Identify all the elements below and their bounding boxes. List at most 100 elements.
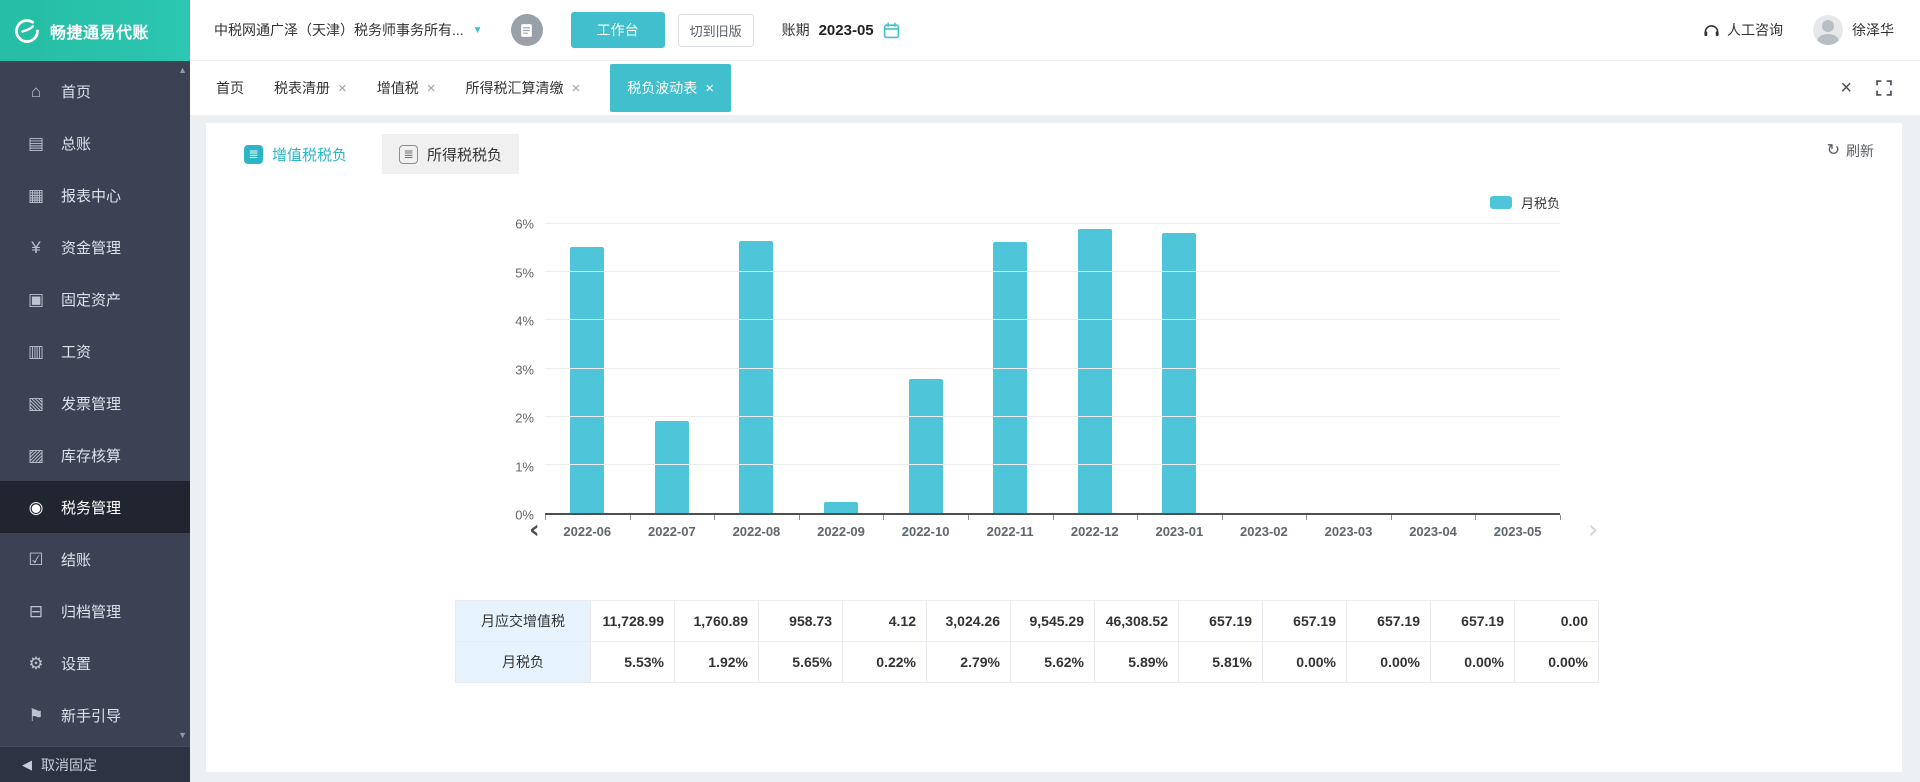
payroll-icon: ▥	[27, 341, 45, 361]
sidebar-item-label: 首页	[61, 83, 92, 101]
period-label: 账期	[781, 22, 810, 38]
bar-2022-07[interactable]	[654, 420, 689, 513]
calendar-icon[interactable]	[883, 21, 900, 39]
bar-2022-06[interactable]	[570, 246, 605, 513]
tab-所得税汇算清缴[interactable]: 所得税汇算清缴 ×	[466, 61, 581, 115]
close-icon[interactable]: ×	[1840, 77, 1852, 99]
bar-slot	[1391, 224, 1476, 513]
tab-close-icon[interactable]: ×	[705, 79, 715, 97]
tab-税负波动表[interactable]: 税负波动表 ×	[610, 64, 732, 112]
value-cell: 0.00%	[1262, 641, 1347, 683]
bar-2022-08[interactable]	[739, 240, 774, 513]
sidebar-item-label: 报表中心	[61, 187, 122, 205]
axis-tick	[1306, 515, 1308, 520]
tab-label: 税表清册	[274, 80, 330, 96]
value-cell: 5.89%	[1094, 641, 1179, 683]
guide-icon: ⚑	[28, 705, 44, 725]
fullscreen-icon[interactable]	[1876, 80, 1892, 96]
sidebar-item-closing[interactable]: ☑ 结账	[0, 533, 190, 585]
y-tick-label: 2%	[515, 410, 534, 426]
axis-tick	[967, 515, 969, 520]
fixed-assets-icon: ▣	[27, 289, 45, 309]
row-header-cell: 月应交增值税	[455, 600, 591, 642]
value-cell: 657.19	[1346, 600, 1431, 642]
x-tick-label: 2022-07	[648, 524, 696, 539]
tab-首页[interactable]: 首页	[216, 61, 244, 115]
sidebar-item-guide[interactable]: ⚑ 新手引导	[0, 689, 190, 741]
refresh-button[interactable]: ↻ 刷新	[1827, 141, 1874, 161]
tab-close-icon[interactable]: ×	[426, 79, 436, 97]
value-cell: 657.19	[1262, 600, 1347, 642]
sidebar-item-label: 固定资产	[61, 291, 122, 309]
settings-icon: ⚙	[28, 653, 44, 673]
support-button[interactable]: 人工咨询	[1703, 20, 1783, 40]
sidebar-item-funds[interactable]: ¥ 资金管理	[0, 221, 190, 273]
user-menu[interactable]: 徐泽华	[1813, 15, 1894, 45]
tax-fluctuation-panel: ≣ 增值税税负 ≣ 所得税税负 ↻ 刷新 月税负 0	[206, 123, 1902, 772]
sidebar-scroll-up-icon[interactable]: ▲	[178, 65, 187, 75]
gridline	[545, 415, 1560, 417]
tab-增值税[interactable]: 增值税 ×	[377, 61, 436, 115]
tab-bar: 首页 税表清册 × 增值税 × 所得税汇算清缴 × 税负波动表 × ×	[190, 61, 1920, 115]
axis-tick	[714, 515, 716, 520]
value-cell: 0.00%	[1430, 641, 1515, 683]
sidebar-item-label: 库存核算	[61, 447, 122, 465]
bar-slot	[1137, 224, 1222, 513]
tab-close-icon[interactable]: ×	[338, 79, 347, 97]
app-logo[interactable]: 畅捷通易代账	[0, 0, 190, 61]
home-icon: ⌂	[30, 81, 42, 101]
tab-税表清册[interactable]: 税表清册 ×	[274, 61, 347, 115]
sidebar-item-archive[interactable]: ⊟ 归档管理	[0, 585, 190, 637]
sidebar-item-fixed-assets[interactable]: ▣ 固定资产	[0, 273, 190, 325]
axis-tick	[798, 515, 800, 520]
tax-data-table: 月应交增值税 11,728.99 1,760.89 958.73 4.12 3,024.2…	[455, 600, 1599, 683]
switch-old-version-button[interactable]: 切到旧版	[677, 13, 754, 47]
support-label: 人工咨询	[1727, 22, 1783, 38]
tab-close-icon[interactable]: ×	[571, 79, 581, 97]
tab-label: 所得税汇算清缴	[465, 80, 564, 96]
sidebar-item-general-ledger[interactable]: ▤ 总账	[0, 117, 190, 169]
value-cell: 5.81%	[1178, 641, 1263, 683]
sidebar-item-report-center[interactable]: ▦ 报表中心	[0, 169, 190, 221]
chart-scroll-right-icon[interactable]: ›	[1588, 515, 1599, 545]
axis-tick	[1475, 515, 1477, 520]
legend-swatch[interactable]	[1490, 196, 1512, 209]
tab-vat-tax-burden[interactable]: ≣ 增值税税负	[227, 134, 365, 174]
bar-2022-12[interactable]	[1077, 229, 1112, 513]
row-header-cell: 月税负	[455, 641, 591, 683]
sidebar-scroll-down-icon[interactable]: ▼	[178, 730, 187, 740]
bar-2022-11[interactable]	[993, 242, 1028, 513]
bar-slot	[799, 224, 884, 513]
panel-tabs: ≣ 增值税税负 ≣ 所得税税负	[227, 134, 520, 174]
sidebar-item-invoice[interactable]: ▧ 发票管理	[0, 377, 190, 429]
bar-2023-01[interactable]	[1162, 233, 1197, 513]
value-cell: 657.19	[1430, 600, 1515, 642]
tab-label: 增值税	[376, 80, 419, 96]
sidebar-item-home[interactable]: ⌂ 首页	[0, 65, 190, 117]
avatar	[1813, 15, 1843, 45]
logo-icon	[13, 17, 41, 45]
bar-2022-10[interactable]	[908, 378, 943, 513]
sidebar-item-payroll[interactable]: ▥ 工资	[0, 325, 190, 377]
value-cell: 46,308.52	[1094, 600, 1179, 642]
axis-tick	[1560, 515, 1561, 520]
sidebar-item-tax[interactable]: ◉ 税务管理	[0, 481, 190, 533]
unpin-button[interactable]: ◀ 取消固定	[0, 746, 190, 782]
axis-tick	[1390, 515, 1392, 520]
legend-label: 月税负	[1521, 196, 1561, 211]
user-name: 徐泽华	[1852, 22, 1894, 38]
gridline	[545, 271, 1560, 273]
sidebar-item-settings[interactable]: ⚙ 设置	[0, 637, 190, 689]
sidebar-item-inventory[interactable]: ▨ 库存核算	[0, 429, 190, 481]
bar-slot	[1052, 224, 1137, 513]
workbench-button[interactable]: 工作台	[570, 12, 665, 48]
period-value[interactable]: 2023-05	[818, 21, 874, 39]
tab-income-tax-burden[interactable]: ≣ 所得税税负	[382, 134, 520, 174]
bar-series	[545, 224, 1560, 513]
bar-2022-09[interactable]	[824, 502, 859, 513]
axis-tick	[883, 515, 885, 520]
chart-scroll-left-icon[interactable]: ‹	[529, 515, 540, 545]
notes-button[interactable]	[510, 14, 543, 46]
company-selector[interactable]: 中税网通广泽（天津）税务师事务所有... ▼	[214, 20, 483, 40]
value-cell: 0.22%	[842, 641, 927, 683]
